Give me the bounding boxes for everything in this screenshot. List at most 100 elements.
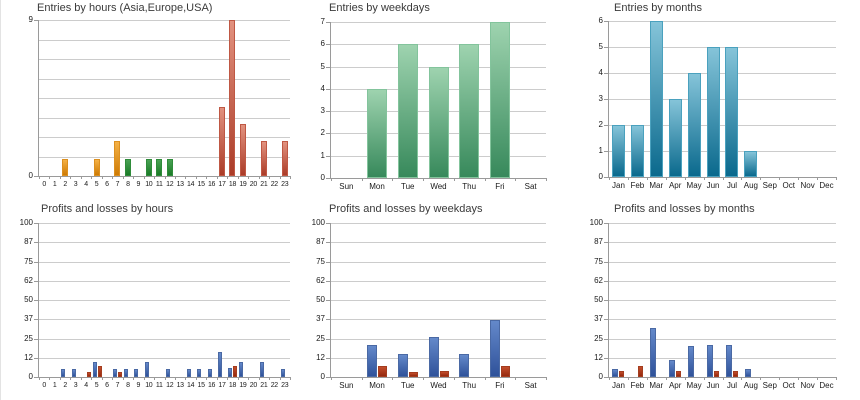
x-tick-label: 16	[207, 382, 216, 389]
y-tick-label: 3	[598, 94, 603, 103]
x-tick-label: Sat	[524, 381, 537, 390]
x-tick	[666, 377, 667, 380]
bar-loss-18	[233, 366, 237, 377]
y-tick	[326, 262, 331, 263]
x-tick	[290, 176, 291, 179]
x-tick	[269, 377, 270, 380]
gridline	[331, 178, 546, 179]
gridline	[39, 176, 290, 177]
x-tick-label: 17	[218, 382, 226, 389]
x-tick-label: 18	[228, 382, 237, 389]
bar-profit-Jun	[707, 345, 713, 377]
y-tick	[326, 156, 331, 157]
x-tick-label: 12	[166, 181, 174, 188]
x-tick-label: 11	[155, 382, 163, 389]
gridline	[609, 73, 836, 74]
y-tick-label: 9	[28, 15, 33, 24]
y-tick	[604, 300, 609, 301]
x-tick	[196, 377, 197, 380]
x-tick-label: 20	[249, 382, 258, 389]
y-tick-label: 0	[28, 171, 33, 180]
x-tick-label: 13	[176, 181, 185, 188]
x-tick-label: 14	[187, 382, 195, 389]
x-tick	[798, 377, 799, 380]
y-tick-label: 50	[316, 295, 325, 304]
x-tick	[206, 377, 207, 380]
bar-profit-2	[61, 369, 65, 377]
y-tick-label: 87	[594, 237, 603, 246]
gridline	[331, 300, 546, 301]
x-tick	[280, 176, 281, 179]
x-tick-label: Apr	[668, 181, 682, 190]
y-tick	[34, 262, 39, 263]
panel-profits-losses-by-months: Profits and losses by months 100 87 75 62 50…	[580, 200, 860, 400]
y-tick	[34, 223, 39, 224]
chart-title: Profits and losses by hours	[41, 203, 174, 215]
bar-profit-5	[93, 362, 97, 377]
plot-area: 100 87 75 62 50 37 25 12 0 Sun Mon Tue Wed Thu Fri Sat	[312, 218, 547, 390]
y-tick	[34, 319, 39, 320]
x-tick	[185, 377, 186, 380]
gridline	[331, 22, 546, 23]
y-tick	[326, 242, 331, 243]
x-tick	[779, 177, 780, 180]
x-tick-label: 0	[42, 382, 47, 389]
bar-loss-Jan	[619, 371, 624, 377]
x-tick	[817, 377, 818, 380]
y-tick	[34, 358, 39, 359]
panel-entries-by-weekdays: Entries by weekdays 7 6 5 4 3 2 1 0 Sun Mon Tue Wed…	[297, 0, 580, 200]
chart-title: Profits and losses by months	[614, 203, 755, 215]
bar-loss-Jul	[733, 371, 738, 377]
bar-profit-21	[260, 362, 264, 377]
x-tick-label: 15	[197, 382, 206, 389]
x-tick	[723, 377, 724, 380]
y-tick-label: 100	[589, 218, 603, 227]
y-tick	[326, 89, 331, 90]
x-tick	[628, 377, 629, 380]
x-tick-label: 5	[94, 181, 99, 188]
bar-11	[156, 159, 162, 176]
y-tick	[326, 67, 331, 68]
x-tick	[91, 176, 92, 179]
x-tick-label: Mar	[649, 381, 664, 390]
x-tick	[238, 377, 239, 380]
y-tick	[34, 176, 39, 177]
y-tick-label: 1	[320, 151, 325, 160]
x-tick	[723, 177, 724, 180]
x-tick	[60, 377, 61, 380]
y-tick-label: 100	[311, 218, 325, 227]
chart-title: Entries by months	[614, 2, 703, 14]
x-tick	[123, 176, 124, 179]
gridline	[331, 319, 546, 320]
gridline	[39, 339, 290, 340]
bar-18	[229, 20, 235, 176]
y-tick-label: 87	[24, 237, 33, 246]
gridline	[39, 377, 290, 378]
gridline	[331, 223, 546, 224]
chart-title: Profits and losses by weekdays	[329, 203, 483, 215]
x-tick	[81, 377, 82, 380]
y-tick-label: 50	[594, 295, 603, 304]
y-tick	[34, 20, 39, 21]
x-tick	[165, 377, 166, 380]
x-tick	[362, 377, 363, 380]
x-tick-label: May	[686, 181, 702, 190]
bar-loss-4	[87, 372, 91, 377]
x-tick	[423, 178, 424, 181]
x-tick	[704, 377, 705, 380]
y-tick-label: 62	[594, 276, 603, 285]
plot-area: 100 87 75 62 50 37 25 12 0 0 1 2 3 4 5 6 7 8 9 10 11 12 13 14 15…	[20, 218, 291, 389]
bar-May	[688, 73, 701, 177]
gridline	[39, 358, 290, 359]
x-tick	[102, 377, 103, 380]
gridline	[39, 98, 290, 99]
x-tick-label: 4	[84, 181, 88, 188]
x-tick-label: 10	[145, 181, 153, 188]
bar-profit-14	[187, 369, 191, 377]
plot-area: 9 0 0 1 2 3 4 5 6 7 8 9 10 11 12 13 14 15 16 17 18 19 20 21 22 23	[29, 15, 291, 188]
bar-loss-Wed	[440, 371, 449, 377]
gridline	[39, 300, 290, 301]
x-tick	[609, 177, 610, 180]
bar-profit-7	[113, 369, 117, 377]
gridline	[331, 242, 546, 243]
